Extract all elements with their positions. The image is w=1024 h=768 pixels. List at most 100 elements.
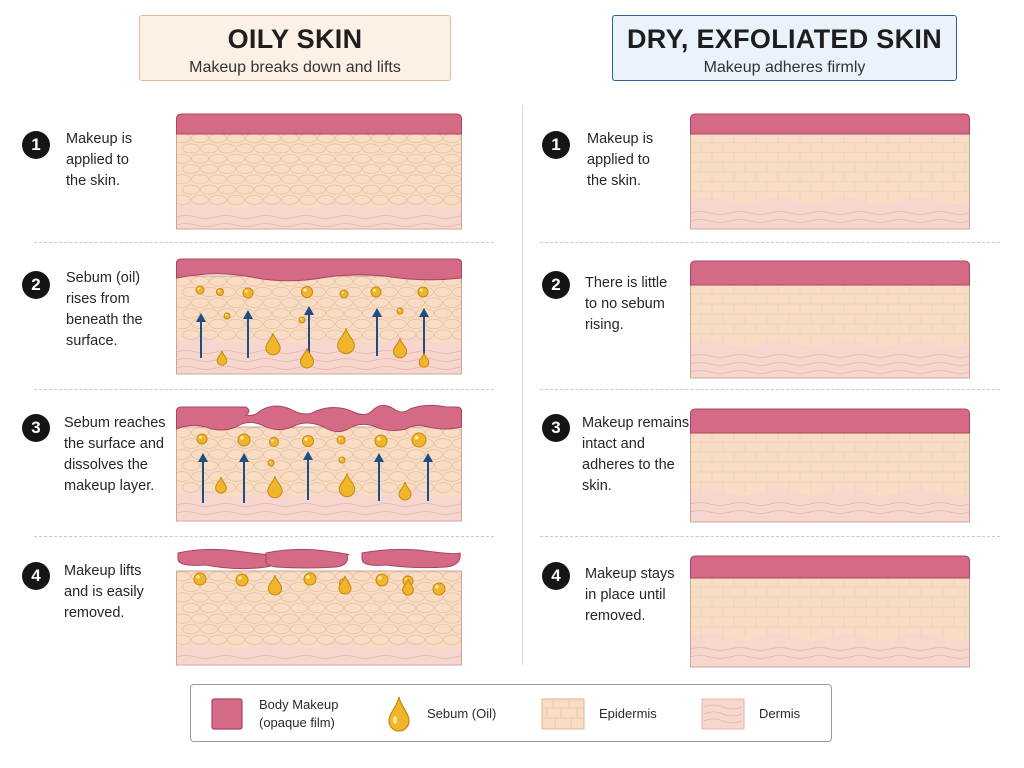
sebum-drop [299,347,315,369]
legend-item-makeup: Body Makeup (opaque film) [191,685,361,743]
row-divider [34,389,494,390]
legend-dermis-label: Dermis [759,706,801,721]
skin-layers [176,571,462,665]
dry-skin-panel-2 [690,260,970,379]
makeup-layer [176,404,462,433]
sebum-droplet [417,286,429,298]
oily-step-1-text: Makeup is applied to the skin. [66,131,133,189]
sebum-droplet [338,456,346,464]
oily-skin-header: OILY SKIN Makeup breaks down and lifts [139,15,451,81]
sebum-droplet [193,572,207,586]
sebum-drop [418,352,430,368]
dermis-fibers [176,350,462,370]
epidermis-cells [690,284,970,344]
makeup-flake [265,548,350,569]
sebum-droplet [301,286,313,298]
sebum-droplet [339,289,349,299]
oily-step-3-number: 3 [22,414,50,442]
oily-skin-title: OILY SKIN [227,24,363,54]
sebum-drop [338,473,356,498]
makeup-layer [690,260,970,286]
makeup-layer [176,113,462,135]
legend-epidermis-label: Epidermis [599,706,657,721]
epidermis-layer [690,577,970,641]
epidermis-layer [176,571,462,649]
makeup-swatch-icon [211,698,243,730]
oily-step-2-number: 2 [22,271,50,299]
makeup-flake [361,548,461,569]
sebum-drop [337,328,355,355]
epidermis-layer [690,133,970,205]
skin-outline [176,426,462,522]
row-divider [540,242,1000,243]
oily-skin-subtitle: Makeup breaks down and lifts [189,59,401,76]
dry-step-2-number: 2 [542,271,570,299]
sebum-droplet [237,433,251,447]
row-divider [540,536,1000,537]
legend-item-sebum: Sebum (Oil) [381,685,511,743]
dry-step-2-text: There is little to no sebum rising. [585,275,668,333]
row-divider [34,536,494,537]
dry-step-4-number: 4 [542,562,570,590]
epidermis-layer [690,284,970,348]
sebum-droplet [269,437,279,447]
sebum-droplet [195,285,205,295]
oily-step-4-number: 4 [22,562,50,590]
sebum-drop [215,476,227,494]
skin-outline [176,570,462,666]
epidermis-cells [176,133,462,205]
oily-step-1-number: 1 [22,131,50,159]
dry-skin-panel-1 [690,113,970,230]
dermis-fibers [690,647,970,659]
skin-layers [176,133,462,229]
sebum-drop [267,476,283,499]
dermis-fibers [690,354,970,374]
sebum-droplet [302,435,314,447]
sebum-droplet [242,287,254,299]
dermis-fibers [176,503,462,515]
epidermis-cells [690,577,970,637]
dry-skin-panel-4 [690,555,970,668]
oily-skin-panel-2 [176,258,462,375]
oily-step-2-text: Sebum (oil) rises from beneath the surfa… [66,270,143,349]
legend-sebum-label: Sebum (Oil) [427,706,497,721]
makeup-layer [690,408,970,434]
skin-layers [690,432,970,522]
dermis-fibers [690,211,970,223]
sebum-droplet [374,434,388,448]
sebum-drop [338,575,352,595]
sebum-droplet [223,312,231,320]
sebum-drop-icon [388,696,410,732]
legend: Body Makeup (opaque film) Sebum (Oil) Ep… [190,684,832,742]
sebum-drop [265,333,281,356]
legend-item-dermis: Dermis [701,685,831,743]
dermis-fibers [690,502,970,514]
dry-step-3-text: Makeup remains intact and adheres to the… [582,415,690,494]
skin-layers [690,284,970,378]
sebum-droplet [396,307,404,315]
skin-layers [690,577,970,667]
dry-skin-panel-3 [690,408,970,523]
dermis-swatch-icon [701,698,745,730]
sebum-drop [398,481,412,501]
column-divider [522,105,523,665]
sebum-droplet [298,316,306,324]
oily-skin-panel-4 [176,548,462,666]
sebum-droplet [432,582,446,596]
oily-skin-panel-3 [176,404,462,522]
sebum-droplet [370,286,382,298]
sebum-droplet [375,573,389,587]
epidermis-swatch-icon [541,698,585,730]
sebum-drop [392,337,408,359]
row-divider [540,389,1000,390]
dry-step-4-text: Makeup stays in place until removed. [585,566,675,624]
makeup-layer [690,555,970,579]
sebum-droplet [196,433,208,445]
oily-skin-panel-1 [176,113,462,230]
dry-step-3-number: 3 [542,414,570,442]
epidermis-layer [690,432,970,496]
sebum-droplet [267,459,275,467]
dry-step-1-number: 1 [542,131,570,159]
makeup-layer [176,258,462,282]
sebum-droplet [235,573,249,587]
